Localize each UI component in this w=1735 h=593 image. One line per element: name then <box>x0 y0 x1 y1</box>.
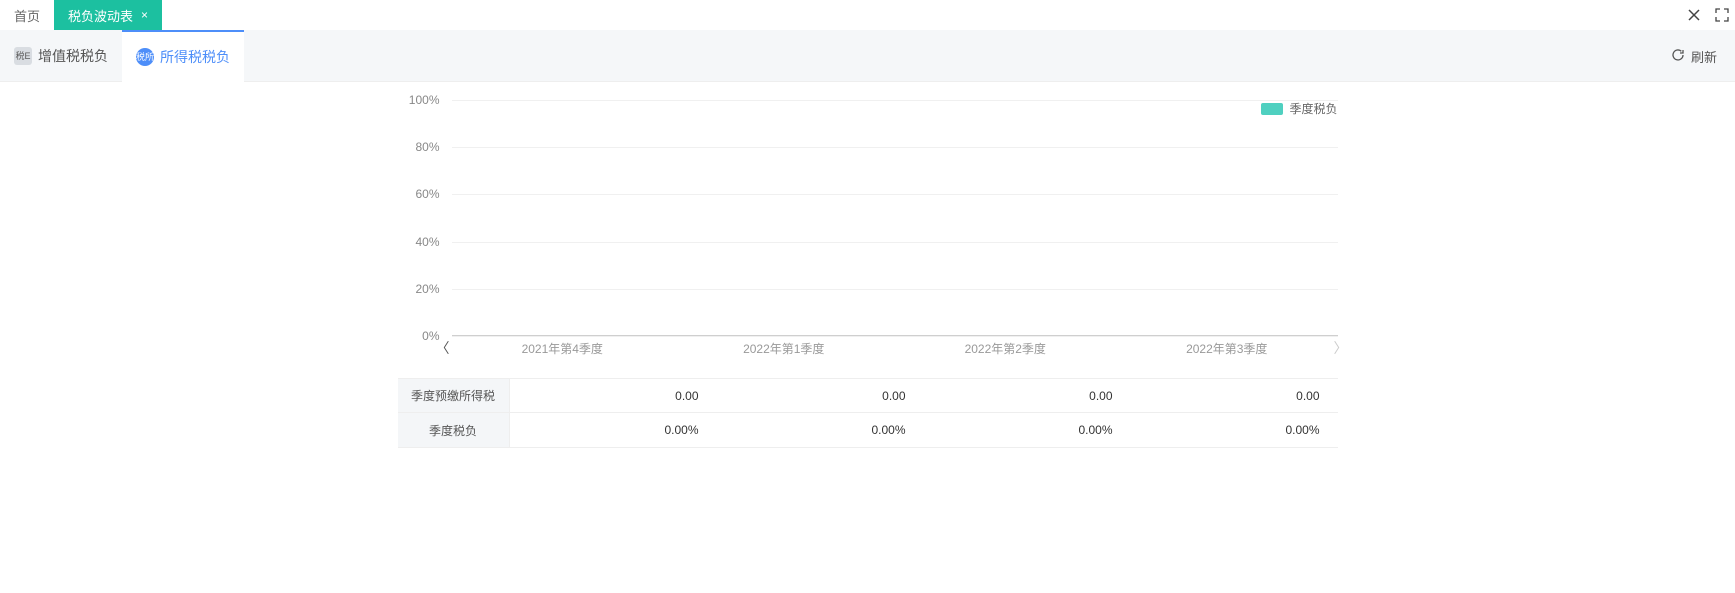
tab-home-label: 首页 <box>14 6 40 25</box>
grid-line <box>452 242 1338 243</box>
table-cell: 0.00 <box>1131 379 1338 412</box>
chevron-left-icon[interactable]: 〈 <box>434 338 452 358</box>
x-axis-line <box>452 335 1338 336</box>
sub-tab-income[interactable]: 税所 所得税税负 <box>122 30 244 82</box>
chart-area: 季度税负 0%20%40%60%80%100% 2021年第4季度2022年第1… <box>398 100 1338 448</box>
tab-tax-fluctuation[interactable]: 税负波动表 × <box>54 0 162 30</box>
chart-plot: 0%20%40%60%80%100% 2021年第4季度2022年第1季度202… <box>398 100 1338 360</box>
row-header-prepaid: 季度预缴所得税 <box>398 379 510 412</box>
chevron-right-icon[interactable]: 〉 <box>1332 338 1350 358</box>
refresh-icon <box>1671 48 1685 65</box>
close-icon[interactable] <box>1687 8 1701 22</box>
x-tick-label: 2022年第3季度 <box>1116 340 1338 360</box>
x-tick-label: 2022年第1季度 <box>673 340 895 360</box>
x-tick-label: 2022年第2季度 <box>895 340 1117 360</box>
row-header-burden: 季度税负 <box>398 413 510 447</box>
y-tick-label: 20% <box>415 282 439 296</box>
sub-tab-vat[interactable]: 税E 增值税税负 <box>0 30 122 82</box>
sub-tab-vat-label: 增值税税负 <box>38 46 108 66</box>
y-axis-ticks: 0%20%40%60%80%100% <box>398 100 448 336</box>
table-cell: 0.00% <box>1131 413 1338 447</box>
y-tick-label: 80% <box>415 140 439 154</box>
sub-tab-bar: 税E 增值税税负 税所 所得税税负 <box>0 30 244 82</box>
table-cell: 0.00 <box>924 379 1131 412</box>
tab-home[interactable]: 首页 <box>0 0 54 30</box>
table-row: 季度税负 0.00% 0.00% 0.00% 0.00% <box>398 413 1338 447</box>
y-tick-label: 60% <box>415 187 439 201</box>
income-badge-icon: 税所 <box>136 48 154 66</box>
data-table: 季度预缴所得税 0.00 0.00 0.00 0.00 季度税负 0.00% 0… <box>398 378 1338 448</box>
tab-tax-fluctuation-label: 税负波动表 <box>68 6 133 25</box>
toolbar: 税E 增值税税负 税所 所得税税负 刷新 <box>0 30 1735 82</box>
fullscreen-icon[interactable] <box>1715 8 1729 22</box>
y-tick-label: 100% <box>409 93 440 107</box>
table-row: 季度预缴所得税 0.00 0.00 0.00 0.00 <box>398 379 1338 413</box>
table-cell: 0.00% <box>717 413 924 447</box>
content: 季度税负 0%20%40%60%80%100% 2021年第4季度2022年第1… <box>0 82 1735 448</box>
grid-line <box>452 336 1338 337</box>
x-axis-labels: 2021年第4季度2022年第1季度2022年第2季度2022年第3季度 <box>452 340 1338 360</box>
grid-line <box>452 289 1338 290</box>
x-tick-label: 2021年第4季度 <box>452 340 674 360</box>
window-controls <box>1687 0 1729 30</box>
table-cell: 0.00 <box>717 379 924 412</box>
table-cell: 0.00% <box>510 413 717 447</box>
close-icon[interactable]: × <box>141 8 148 22</box>
chart-grid <box>452 100 1338 336</box>
grid-line <box>452 194 1338 195</box>
refresh-button[interactable]: 刷新 <box>1671 30 1717 82</box>
y-tick-label: 40% <box>415 235 439 249</box>
grid-line <box>452 147 1338 148</box>
sub-tab-income-label: 所得税税负 <box>160 47 230 67</box>
table-cell: 0.00% <box>924 413 1131 447</box>
refresh-label: 刷新 <box>1691 47 1717 66</box>
table-cell: 0.00 <box>510 379 717 412</box>
grid-line <box>452 100 1338 101</box>
top-tab-bar: 首页 税负波动表 × <box>0 0 1735 30</box>
vat-badge-icon: 税E <box>14 47 32 65</box>
